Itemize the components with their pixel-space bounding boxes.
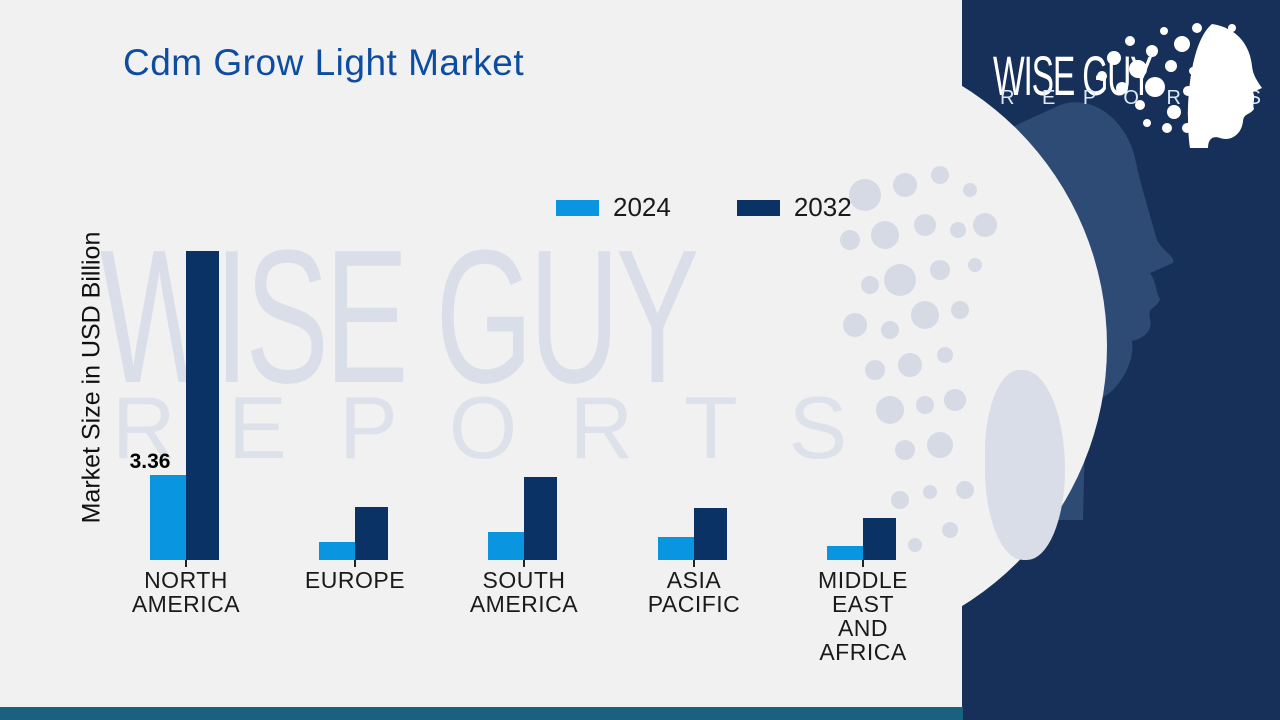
legend-swatch-2032 [736,199,780,216]
x-axis-label: NORTH AMERICA [131,567,241,617]
watermark-dot [881,321,899,339]
watermark-dot [942,522,958,538]
watermark-reports-text: R E P O R T S [112,378,862,477]
legend-label-2024: 2024 [613,192,671,222]
bar-2024-south-america [488,532,524,560]
watermark-dot [968,258,982,272]
x-axis-label: EUROPE [304,567,406,593]
footer-bar [0,707,963,720]
watermark-dot [956,481,974,499]
bar-2024-asia-pacific [658,537,694,560]
watermark-dot [893,173,917,197]
x-axis-tick [693,560,695,567]
brand-wordmark: WISE GUY [993,44,1153,107]
bar-2032-europe [355,507,388,560]
x-axis-tick [185,560,187,567]
x-axis-label: MIDDLE EAST AND AFRICA [818,567,908,665]
legend: 2024 2032 [556,192,904,223]
watermark-dot [937,347,953,363]
watermark-dot [951,301,969,319]
bar-2024-europe [319,542,355,560]
watermark-dot [843,313,867,337]
watermark-dot [973,213,997,237]
brand-head-icon [1097,23,1262,148]
x-axis-tick [354,560,356,567]
x-axis-label: SOUTH AMERICA [469,567,579,617]
watermark-dot [891,491,909,509]
bar-2024-north-america [150,475,186,560]
data-label-north-america-2024: 3.36 [129,450,171,473]
watermark-face-blob [985,370,1065,560]
bar-2032-middle-east-and-africa [863,518,896,560]
legend-swatch-2024 [556,199,599,216]
x-axis-tick [862,560,864,567]
watermark-dot [898,353,922,377]
watermark-dot [930,260,950,280]
x-axis-tick [523,560,525,567]
watermark-dot [927,432,953,458]
page-title: Cdm Grow Light Market [123,42,525,83]
watermark-dot [914,214,936,236]
watermark-dot [849,179,881,211]
x-axis-label: ASIA PACIFIC [647,567,741,617]
watermark-dot [876,396,904,424]
watermark-dot [923,485,937,499]
bar-2032-asia-pacific [694,508,727,560]
watermark-dot [871,221,899,249]
legend-label-2032: 2032 [793,192,852,222]
watermark-dot [963,183,977,197]
watermark-dot [861,276,879,294]
watermark-dot [865,360,885,380]
watermark-dot [908,538,922,552]
bar-2032-south-america [524,477,557,560]
watermark-dot [884,264,916,296]
watermark-dot [895,440,915,460]
watermark-dot [950,222,966,238]
watermark-dot [911,301,939,329]
y-axis-label: Market Size in USD Billion [77,231,106,524]
bar-2024-middle-east-and-africa [827,546,863,560]
watermark-dot [840,230,860,250]
watermark-dot [931,166,949,184]
watermark-dot [916,396,934,414]
bar-2032-north-america [186,251,219,560]
watermark-dot [944,389,966,411]
